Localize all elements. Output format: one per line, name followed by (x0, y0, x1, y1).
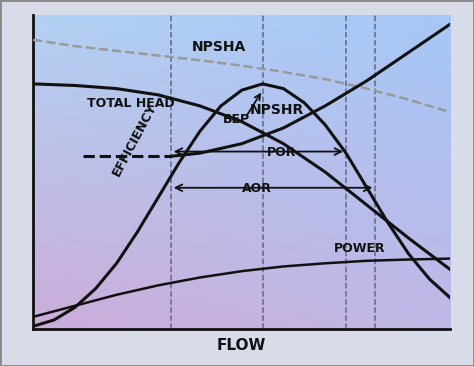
Text: POWER: POWER (334, 242, 385, 255)
Text: AOR: AOR (242, 183, 272, 195)
Text: FLOW: FLOW (217, 338, 266, 353)
Text: EFFICIENCY: EFFICIENCY (110, 101, 160, 178)
Text: POR: POR (267, 146, 296, 159)
Text: NPSHA: NPSHA (191, 40, 246, 54)
Text: NPSHR: NPSHR (250, 103, 304, 117)
Text: TOTAL HEAD: TOTAL HEAD (87, 97, 175, 111)
Text: BEP: BEP (223, 113, 250, 126)
